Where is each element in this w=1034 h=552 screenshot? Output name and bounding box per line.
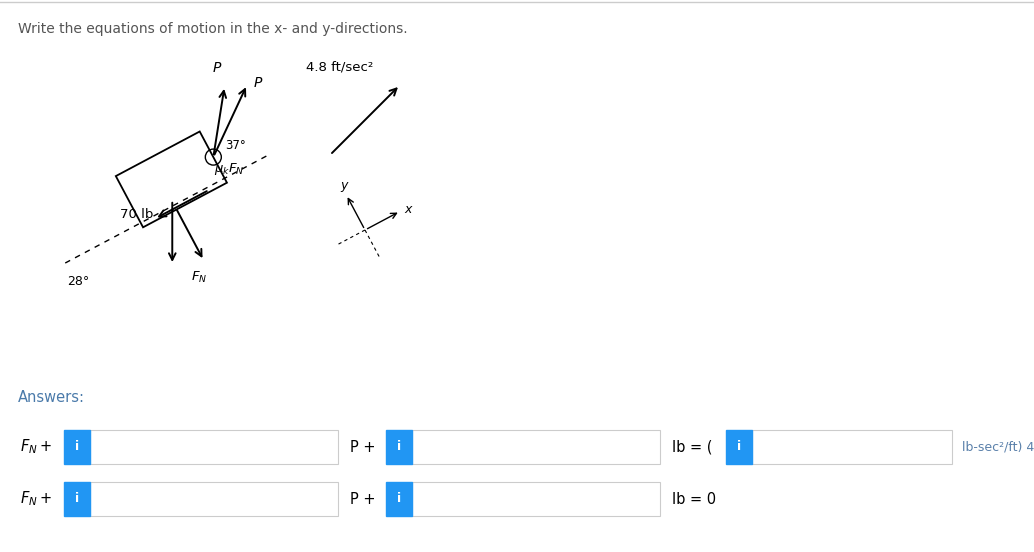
- Bar: [386, 430, 412, 464]
- Text: lb = (: lb = (: [672, 439, 712, 454]
- Bar: [64, 430, 90, 464]
- Text: i: i: [74, 492, 79, 506]
- Bar: [752, 430, 952, 464]
- Text: P +: P +: [349, 439, 375, 454]
- Bar: [726, 430, 752, 464]
- Text: $F_N +$: $F_N +$: [20, 438, 52, 457]
- Text: P: P: [253, 76, 262, 89]
- Text: 28°: 28°: [67, 275, 90, 288]
- Bar: [412, 482, 660, 516]
- Text: Write the equations of motion in the x- and y-directions.: Write the equations of motion in the x- …: [18, 22, 407, 36]
- Bar: [90, 430, 338, 464]
- Text: Answers:: Answers:: [18, 390, 85, 405]
- Text: 4.8 ft/sec²: 4.8 ft/sec²: [306, 60, 373, 73]
- Text: i: i: [74, 440, 79, 454]
- Text: i: i: [397, 440, 401, 454]
- Bar: [64, 482, 90, 516]
- Text: P: P: [212, 61, 221, 75]
- Text: lb-sec²/ft) 4.8 ft/sec²: lb-sec²/ft) 4.8 ft/sec²: [962, 440, 1034, 454]
- Text: $F_N$: $F_N$: [190, 270, 207, 285]
- Bar: [90, 482, 338, 516]
- Text: y: y: [340, 179, 347, 192]
- Text: 70 lb: 70 lb: [120, 208, 154, 221]
- Text: 37°: 37°: [225, 139, 246, 152]
- Bar: [386, 482, 412, 516]
- Text: i: i: [397, 492, 401, 506]
- Text: P +: P +: [349, 491, 375, 507]
- Text: x: x: [404, 203, 412, 216]
- Text: lb = 0: lb = 0: [672, 491, 717, 507]
- Text: $\mu_k F_N$: $\mu_k F_N$: [214, 161, 245, 177]
- Text: i: i: [737, 440, 741, 454]
- Bar: [412, 430, 660, 464]
- Text: $F_N +$: $F_N +$: [20, 490, 52, 508]
